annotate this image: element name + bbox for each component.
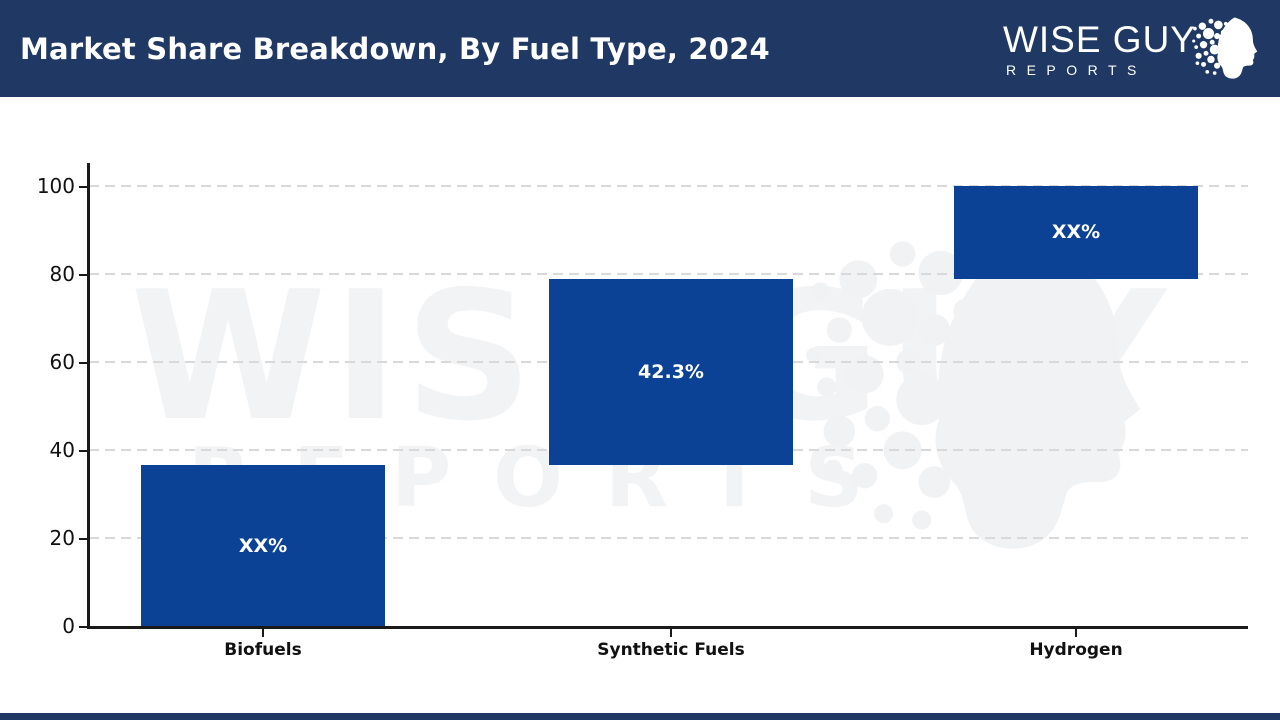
chart-title: Market Share Breakdown, By Fuel Type, 20… xyxy=(20,31,770,66)
bar-biofuels xyxy=(141,465,385,626)
x-tick-2 xyxy=(1075,628,1077,637)
y-tick-label-80: 80 xyxy=(49,261,75,286)
gridline-20 xyxy=(89,536,1248,539)
gridline-80 xyxy=(89,272,1248,275)
y-tick-100 xyxy=(79,185,87,188)
header-band: Market Share Breakdown, By Fuel Type, 20… xyxy=(0,0,1280,97)
logo-text: WISE GUY REPORTS xyxy=(1003,21,1196,77)
bar-value-label: XX% xyxy=(238,534,288,557)
bar-value-label: XX% xyxy=(1051,221,1101,244)
x-category-label: Biofuels xyxy=(224,640,302,660)
x-tick-1 xyxy=(670,628,672,637)
bar-synthetic-fuels xyxy=(549,278,793,466)
gridline-100 xyxy=(89,184,1248,187)
x-category-label: Synthetic Fuels xyxy=(597,640,745,660)
bar-value-label: 42.3% xyxy=(638,361,704,384)
y-tick-0 xyxy=(79,626,87,628)
y-tick-20 xyxy=(79,537,87,540)
logo-head-dots-icon xyxy=(1192,17,1258,79)
x-tick-0 xyxy=(262,628,264,637)
y-tick-60 xyxy=(79,361,87,364)
wiseguy-logo: WISE GUY REPORTS xyxy=(1003,14,1264,84)
x-category-label: Hydrogen xyxy=(1029,640,1123,660)
y-tick-40 xyxy=(79,449,87,452)
footer-band xyxy=(0,713,1280,720)
y-axis-line xyxy=(87,163,90,628)
y-tick-label-100: 100 xyxy=(36,173,75,198)
y-tick-80 xyxy=(79,273,87,276)
x-axis-line xyxy=(87,626,1248,629)
logo-wordmark: WISE GUY xyxy=(1002,18,1196,60)
y-tick-label-0: 0 xyxy=(62,614,75,638)
y-tick-label-20: 20 xyxy=(49,525,75,550)
logo-subtitle: REPORTS xyxy=(1005,61,1147,78)
y-tick-label-60: 60 xyxy=(49,349,75,374)
bar-hydrogen xyxy=(954,185,1198,279)
y-tick-label-40: 40 xyxy=(49,437,75,462)
